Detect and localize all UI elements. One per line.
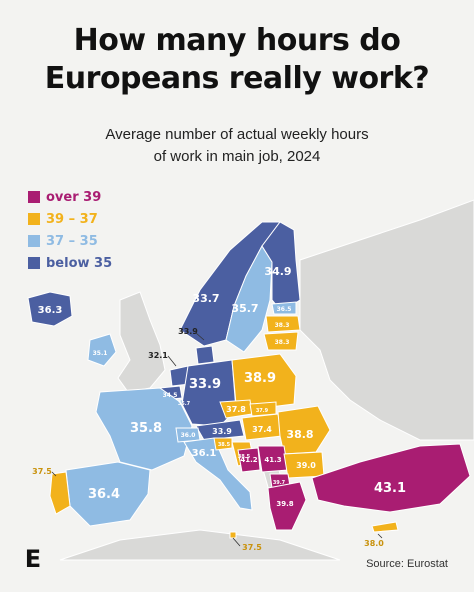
leader-denmark: [195, 332, 205, 341]
slovenia: [213, 437, 233, 451]
label-czechia: 37.8: [226, 405, 246, 414]
label-greece: 39.8: [276, 500, 293, 508]
legend-item-39-37: 39 – 37: [28, 208, 112, 230]
legend-label: over 39: [46, 189, 102, 205]
label-netherlands: 32.1: [148, 351, 168, 360]
label-poland: 38.9: [244, 371, 276, 386]
finland: [261, 221, 301, 313]
subtitle-line-1: Average number of actual weekly hours: [105, 126, 369, 143]
label-north-macedonia: 39.7: [273, 480, 286, 486]
label-sweden: 35.7: [231, 302, 258, 315]
publisher-logo: E: [25, 545, 41, 572]
latvia: [265, 315, 301, 333]
title: How many hours do Europeans really work?: [0, 22, 474, 98]
label-switzerland: 36.0: [181, 432, 196, 439]
label-turkey: 43.1: [374, 481, 406, 496]
europe-map: 36.3 35.1 33.7 35.7 34.9 36.5 38.3 38.3 …: [27, 199, 474, 561]
label-norway: 33.7: [192, 292, 219, 305]
malta: [229, 531, 237, 539]
title-line-2: Europeans really work?: [44, 61, 430, 96]
legend-item-37-35: 37 – 35: [28, 230, 112, 252]
subtitle-line-2: of work in main job, 2024: [153, 148, 321, 165]
label-bulgaria: 39.0: [296, 461, 316, 470]
cyprus: [371, 521, 399, 533]
greece: [267, 481, 307, 531]
legend: over 39 39 – 37 37 – 35 below 35: [28, 186, 112, 274]
label-latvia: 38.3: [275, 322, 290, 329]
turkey: [311, 443, 471, 513]
label-luxembourg: 35.7: [178, 401, 191, 407]
legend-swatch: [28, 213, 40, 225]
subtitle: Average number of actual weekly hours of…: [0, 124, 474, 168]
austria: [195, 419, 245, 441]
legend-swatch: [28, 257, 40, 269]
leader-netherlands: [167, 355, 177, 367]
label-germany: 33.9: [189, 377, 221, 392]
label-belgium: 34.5: [163, 392, 178, 399]
label-slovenia: 38.5: [218, 442, 231, 448]
lithuania: [263, 331, 299, 351]
uk-land: [117, 291, 166, 393]
title-line-1: How many hours do: [73, 23, 401, 58]
label-cyprus: 38.0: [364, 539, 384, 548]
label-finland: 34.9: [264, 265, 291, 278]
legend-swatch: [28, 235, 40, 247]
label-ireland: 35.1: [93, 350, 108, 357]
iceland: [27, 291, 73, 327]
ireland: [87, 333, 117, 367]
legend-label: 37 – 35: [46, 233, 98, 249]
portugal: [49, 471, 71, 515]
label-spain: 36.4: [88, 487, 120, 502]
logo-letter: E: [25, 545, 41, 572]
label-italy: 36.1: [192, 448, 217, 459]
legend-label: 39 – 37: [46, 211, 98, 227]
label-romania: 38.8: [286, 428, 313, 441]
source-note: Source: Eurostat: [366, 558, 448, 570]
label-portugal: 37.5: [32, 467, 52, 476]
denmark: [195, 345, 215, 365]
leader-portugal: [51, 471, 57, 477]
label-slovakia: 37.9: [256, 408, 269, 414]
label-iceland: 36.3: [38, 305, 63, 316]
label-bosnia: 41.2: [240, 456, 257, 464]
label-austria: 33.9: [212, 427, 232, 436]
legend-label: below 35: [46, 255, 113, 271]
legend-item-over-39: over 39: [28, 186, 112, 208]
leader-malta: [232, 537, 241, 547]
label-estonia: 36.5: [277, 306, 292, 313]
label-malta: 37.5: [242, 543, 262, 552]
spain: [65, 461, 151, 527]
label-croatia: 38.5: [238, 454, 251, 460]
legend-swatch: [28, 191, 40, 203]
label-lithuania: 38.3: [275, 339, 290, 346]
north-africa-land: [59, 529, 341, 561]
legend-item-below-35: below 35: [28, 252, 112, 274]
label-denmark: 33.9: [178, 327, 198, 336]
label-france: 35.8: [130, 421, 162, 436]
leader-cyprus: [377, 533, 383, 539]
label-serbia: 41.3: [264, 456, 281, 464]
estonia: [271, 301, 297, 315]
russia-land: [299, 199, 474, 441]
label-hungary: 37.4: [252, 425, 272, 434]
bosnia: [237, 447, 261, 473]
france: [95, 387, 193, 471]
